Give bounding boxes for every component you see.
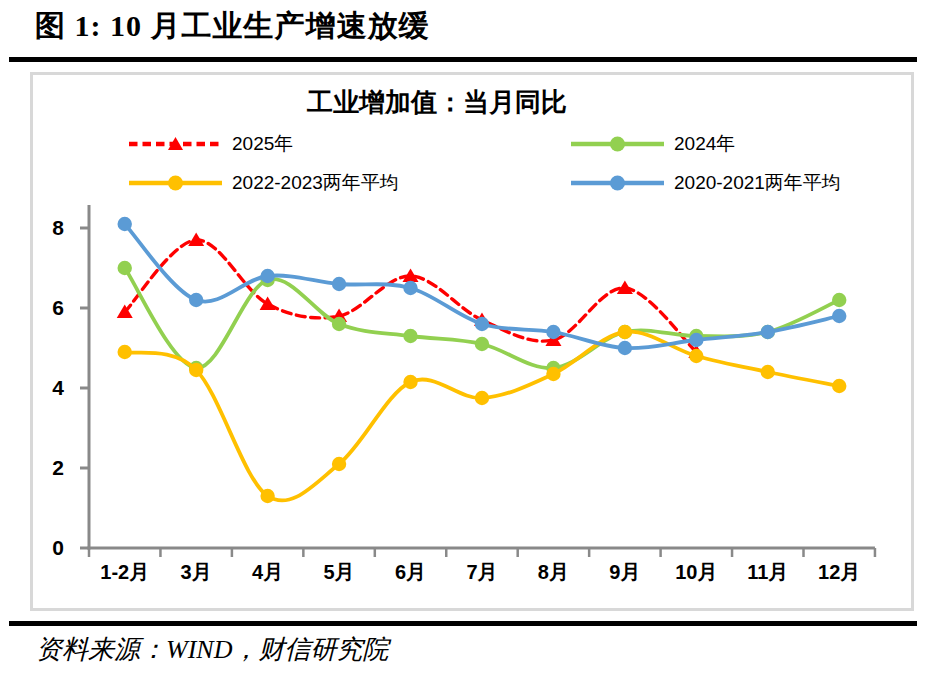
y-tick-label: 6 <box>52 296 64 319</box>
title-underline <box>9 57 917 62</box>
report-page: { "page": { "title": "图 1: 10 月工业生产增速放缓"… <box>0 0 926 681</box>
y-axis-labels: 0 2 4 6 8 <box>52 216 64 559</box>
source-note: 资料来源：WIND，财信研究院 <box>36 633 388 667</box>
data-point-circle <box>761 325 775 339</box>
data-point-circle <box>546 325 560 339</box>
data-point-circle <box>118 217 132 231</box>
x-tick-label: 7月 <box>466 561 497 583</box>
data-point-circle <box>403 281 417 295</box>
y-tick-label: 2 <box>52 456 64 479</box>
x-tick-label: 9月 <box>609 561 640 583</box>
data-point-circle <box>618 325 632 339</box>
data-point-circle <box>832 379 846 393</box>
data-point-circle <box>332 317 346 331</box>
x-tick-label: 1-2月 <box>100 561 149 583</box>
y-tick-label: 0 <box>52 536 64 559</box>
x-tick-label: 4月 <box>252 561 283 583</box>
line-chart: 0 2 4 6 8 1-2月 3月 4月 5月 6月 7月 8月 9月 10月 11月 12月 <box>33 75 911 608</box>
data-point-circle <box>475 391 489 405</box>
chart-figure: 工业增加值：当月同比 2025年2024年2022-2023两年平均2020-2… <box>30 72 914 611</box>
data-point-circle <box>689 349 703 363</box>
data-point-circle <box>118 345 132 359</box>
data-point-circle <box>260 269 274 283</box>
x-tick-label: 12月 <box>818 561 860 583</box>
bottom-divider <box>9 621 917 626</box>
data-point-circle <box>546 367 560 381</box>
series-markers-2022-2023两年平均 <box>118 325 847 503</box>
data-point-circle <box>403 375 417 389</box>
data-point-circle <box>189 363 203 377</box>
data-point-circle <box>403 329 417 343</box>
data-point-circle <box>332 277 346 291</box>
x-tick-label: 5月 <box>324 561 355 583</box>
data-point-circle <box>475 337 489 351</box>
x-tick-label: 11月 <box>747 561 788 583</box>
data-point-circle <box>832 309 846 323</box>
x-axis-labels: 1-2月 3月 4月 5月 6月 7月 8月 9月 10月 11月 12月 <box>100 561 860 583</box>
data-point-circle <box>189 293 203 307</box>
data-point-circle <box>332 457 346 471</box>
data-point-circle <box>260 489 274 503</box>
figure-title: 图 1: 10 月工业生产增速放缓 <box>35 6 430 47</box>
data-point-circle <box>832 293 846 307</box>
y-tick-label: 8 <box>52 216 64 239</box>
series-line-2022-2023两年平均 <box>125 332 840 501</box>
data-point-circle <box>475 317 489 331</box>
x-tick-label: 8月 <box>538 561 569 583</box>
x-tick-label: 3月 <box>181 561 212 583</box>
data-point-circle <box>761 365 775 379</box>
x-tick-label: 10月 <box>675 561 717 583</box>
chart-inner: 工业增加值：当月同比 2025年2024年2022-2023两年平均2020-2… <box>33 75 911 608</box>
data-point-circle <box>618 341 632 355</box>
y-tick-label: 4 <box>52 376 64 399</box>
data-point-circle <box>689 333 703 347</box>
x-tick-label: 6月 <box>395 561 426 583</box>
axes <box>80 205 875 557</box>
data-point-circle <box>118 261 132 275</box>
